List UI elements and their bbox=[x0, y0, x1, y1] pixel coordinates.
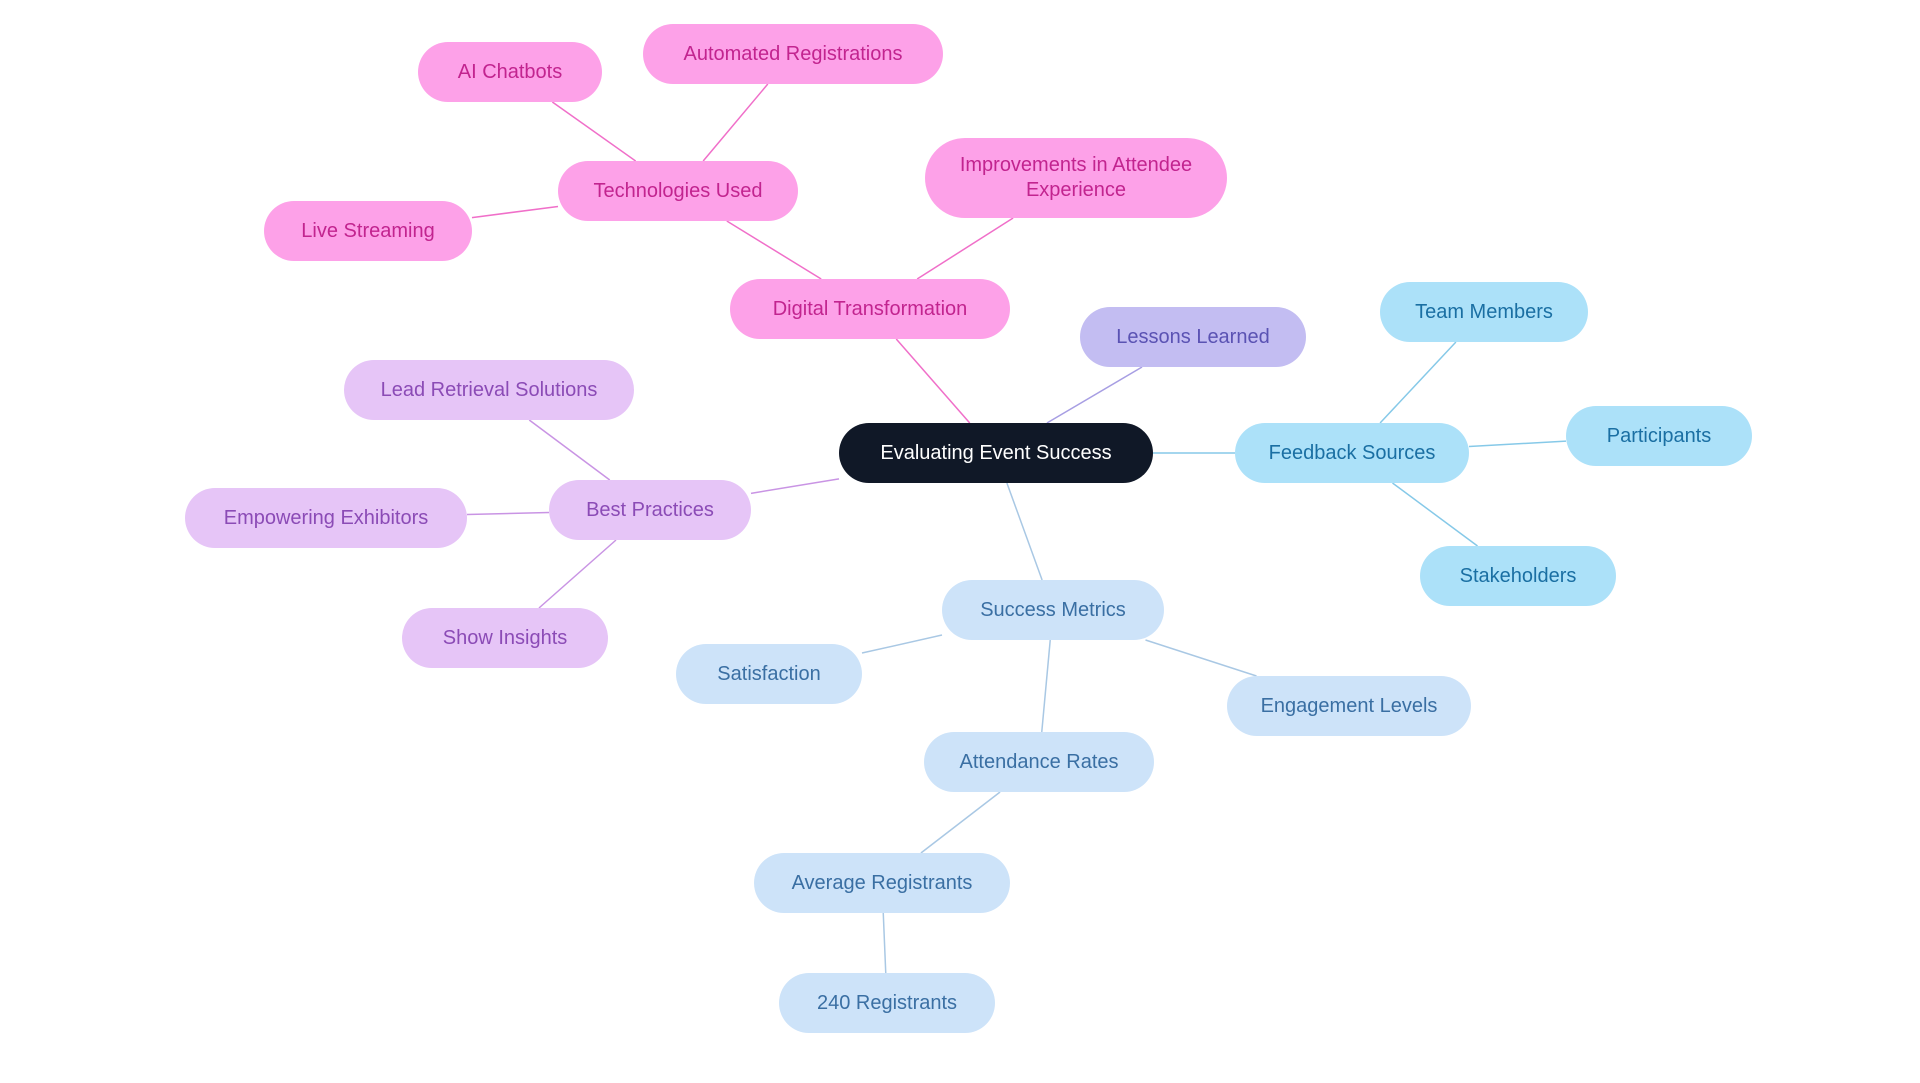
node-label: Participants bbox=[1607, 424, 1712, 449]
node-leadret: Lead Retrieval Solutions bbox=[344, 360, 634, 420]
edge bbox=[727, 221, 821, 279]
node-label: Best Practices bbox=[586, 498, 714, 523]
node-label: Feedback Sources bbox=[1269, 441, 1436, 466]
edge bbox=[472, 206, 558, 217]
node-root: Evaluating Event Success bbox=[839, 423, 1153, 483]
edge bbox=[467, 512, 549, 514]
edge bbox=[1380, 342, 1456, 423]
edge bbox=[921, 792, 1000, 853]
node-label: Success Metrics bbox=[980, 598, 1126, 623]
node-label: Digital Transformation bbox=[773, 297, 968, 322]
node-engagement: Engagement Levels bbox=[1227, 676, 1471, 736]
node-lessons: Lessons Learned bbox=[1080, 307, 1306, 367]
node-avgreg: Average Registrants bbox=[754, 853, 1010, 913]
edge bbox=[1007, 483, 1042, 580]
node-label: Improvements in Attendee Experience bbox=[953, 153, 1199, 203]
node-label: Evaluating Event Success bbox=[880, 441, 1111, 466]
node-attendance: Attendance Rates bbox=[924, 732, 1154, 792]
node-reg240: 240 Registrants bbox=[779, 973, 995, 1033]
node-label: Engagement Levels bbox=[1261, 694, 1438, 719]
edge bbox=[883, 913, 886, 973]
edge bbox=[1042, 640, 1050, 732]
edge bbox=[1047, 367, 1142, 423]
edge bbox=[896, 339, 970, 423]
edge bbox=[1392, 483, 1477, 546]
node-chatbots: AI Chatbots bbox=[418, 42, 602, 102]
edge bbox=[917, 218, 1013, 279]
node-autoreg: Automated Registrations bbox=[643, 24, 943, 84]
node-label: Stakeholders bbox=[1460, 564, 1577, 589]
node-satisfaction: Satisfaction bbox=[676, 644, 862, 704]
node-show: Show Insights bbox=[402, 608, 608, 668]
node-participants: Participants bbox=[1566, 406, 1752, 466]
edge bbox=[703, 84, 768, 161]
node-feedback: Feedback Sources bbox=[1235, 423, 1469, 483]
node-digital: Digital Transformation bbox=[730, 279, 1010, 339]
node-label: Lessons Learned bbox=[1116, 325, 1269, 350]
edge bbox=[539, 540, 616, 608]
node-livestream: Live Streaming bbox=[264, 201, 472, 261]
edge bbox=[1146, 640, 1257, 676]
node-improve: Improvements in Attendee Experience bbox=[925, 138, 1227, 218]
node-label: Show Insights bbox=[443, 626, 568, 651]
node-label: Empowering Exhibitors bbox=[224, 506, 429, 531]
node-tech: Technologies Used bbox=[558, 161, 798, 221]
node-label: Technologies Used bbox=[594, 179, 763, 204]
edge bbox=[1469, 441, 1566, 446]
node-label: Team Members bbox=[1415, 300, 1553, 325]
edge bbox=[862, 635, 942, 653]
node-best: Best Practices bbox=[549, 480, 751, 540]
node-stakeholders: Stakeholders bbox=[1420, 546, 1616, 606]
edge bbox=[529, 420, 610, 480]
node-label: 240 Registrants bbox=[817, 991, 957, 1016]
edge bbox=[751, 479, 839, 493]
edge bbox=[552, 102, 635, 161]
node-label: Satisfaction bbox=[717, 662, 820, 687]
node-team: Team Members bbox=[1380, 282, 1588, 342]
mindmap-canvas: Evaluating Event Success Digital Transfor… bbox=[0, 0, 1920, 1083]
node-label: AI Chatbots bbox=[458, 60, 563, 85]
node-empower: Empowering Exhibitors bbox=[185, 488, 467, 548]
node-label: Lead Retrieval Solutions bbox=[381, 378, 598, 403]
node-metrics: Success Metrics bbox=[942, 580, 1164, 640]
node-label: Live Streaming bbox=[301, 219, 434, 244]
node-label: Attendance Rates bbox=[960, 750, 1119, 775]
node-label: Automated Registrations bbox=[683, 42, 902, 67]
node-label: Average Registrants bbox=[792, 871, 973, 896]
